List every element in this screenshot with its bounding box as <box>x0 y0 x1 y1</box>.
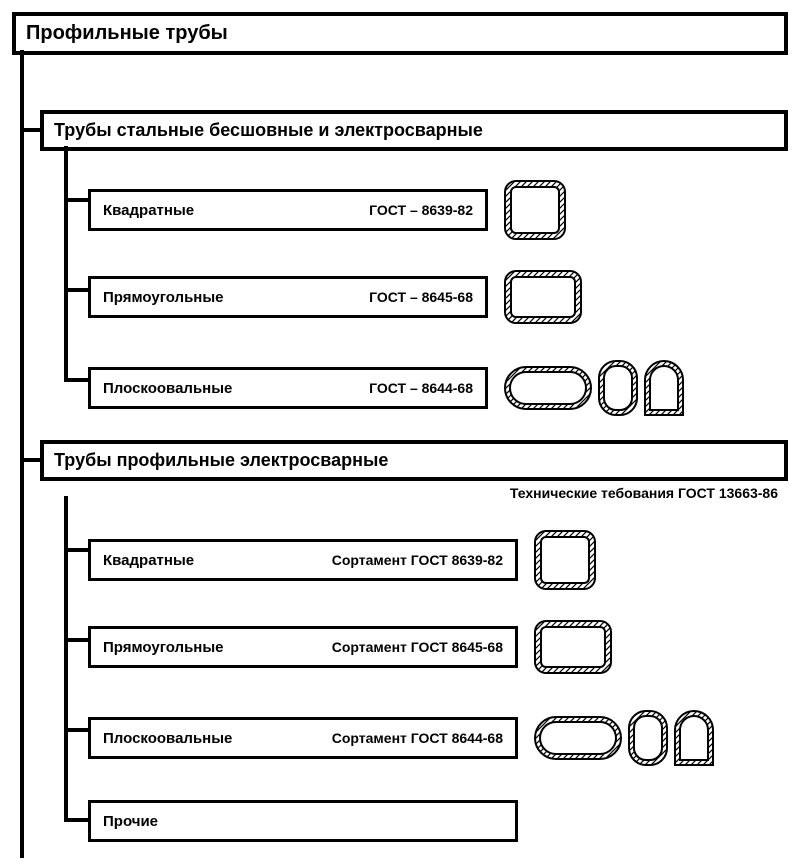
item-label: Квадратные <box>103 552 194 569</box>
section-2: Трубы профильные электросварные Техничес… <box>40 440 788 501</box>
main-stem <box>20 50 24 858</box>
item-box: Прямоугольные Сортамент ГОСТ 8645-68 <box>88 626 518 668</box>
section-1: Трубы стальные бесшовные и электросварны… <box>40 110 788 151</box>
item-standard: Сортамент ГОСТ 8644-68 <box>332 730 503 746</box>
item-box: Прочие <box>88 800 518 842</box>
item-standard: ГОСТ – 8644-68 <box>369 380 473 396</box>
item-label: Плоскоовальные <box>103 730 232 747</box>
section-1-title-text: Трубы стальные бесшовные и электросварны… <box>54 120 483 140</box>
item-label: Прямоугольные <box>103 639 224 656</box>
item-connector <box>64 288 88 292</box>
tube-cross-section-icon <box>504 180 566 240</box>
item-label: Прямоугольные <box>103 289 224 306</box>
item-standard: Сортамент ГОСТ 8639-82 <box>332 552 503 568</box>
section-2-subtitle: Технические тебования ГОСТ 13663-86 <box>40 481 788 501</box>
tube-cross-section-icon <box>534 620 612 674</box>
section-1-connector <box>20 128 40 132</box>
item-connector <box>64 378 88 382</box>
tube-cross-section-icon <box>534 710 714 766</box>
item-row: Плоскоовальные ГОСТ – 8644-68 <box>88 360 684 416</box>
item-connector <box>64 818 88 822</box>
section-2-title-text: Трубы профильные электросварные <box>54 450 388 470</box>
item-connector <box>64 728 88 732</box>
tube-cross-section-icon <box>504 270 582 324</box>
item-connector <box>64 198 88 202</box>
root-title: Профильные трубы <box>12 12 788 55</box>
section-2-stem <box>64 496 68 822</box>
section-2-connector <box>20 458 40 462</box>
diagram-root: Профильные трубы <box>12 12 788 55</box>
root-title-text: Профильные трубы <box>26 22 228 44</box>
item-row: Плоскоовальные Сортамент ГОСТ 8644-68 <box>88 710 714 766</box>
section-1-stem <box>64 146 68 382</box>
tube-cross-section-icon <box>504 360 684 416</box>
item-label: Прочие <box>103 813 158 830</box>
item-standard: ГОСТ – 8645-68 <box>369 289 473 305</box>
item-row: Прямоугольные ГОСТ – 8645-68 <box>88 270 582 324</box>
tube-cross-section-icon <box>534 530 596 590</box>
item-box: Плоскоовальные Сортамент ГОСТ 8644-68 <box>88 717 518 759</box>
item-row: Квадратные ГОСТ – 8639-82 <box>88 180 566 240</box>
item-connector <box>64 638 88 642</box>
section-1-title: Трубы стальные бесшовные и электросварны… <box>40 110 788 151</box>
section-2-subtitle-text: Технические тебования ГОСТ 13663-86 <box>510 485 778 501</box>
item-standard: ГОСТ – 8639-82 <box>369 202 473 218</box>
item-label: Плоскоовальные <box>103 380 232 397</box>
item-box: Прямоугольные ГОСТ – 8645-68 <box>88 276 488 318</box>
item-row: Прямоугольные Сортамент ГОСТ 8645-68 <box>88 620 612 674</box>
item-standard: Сортамент ГОСТ 8645-68 <box>332 639 503 655</box>
section-2-title: Трубы профильные электросварные <box>40 440 788 481</box>
item-box: Квадратные ГОСТ – 8639-82 <box>88 189 488 231</box>
item-box: Плоскоовальные ГОСТ – 8644-68 <box>88 367 488 409</box>
item-row: Квадратные Сортамент ГОСТ 8639-82 <box>88 530 596 590</box>
item-row: Прочие <box>88 800 518 842</box>
item-connector <box>64 548 88 552</box>
item-label: Квадратные <box>103 202 194 219</box>
item-box: Квадратные Сортамент ГОСТ 8639-82 <box>88 539 518 581</box>
